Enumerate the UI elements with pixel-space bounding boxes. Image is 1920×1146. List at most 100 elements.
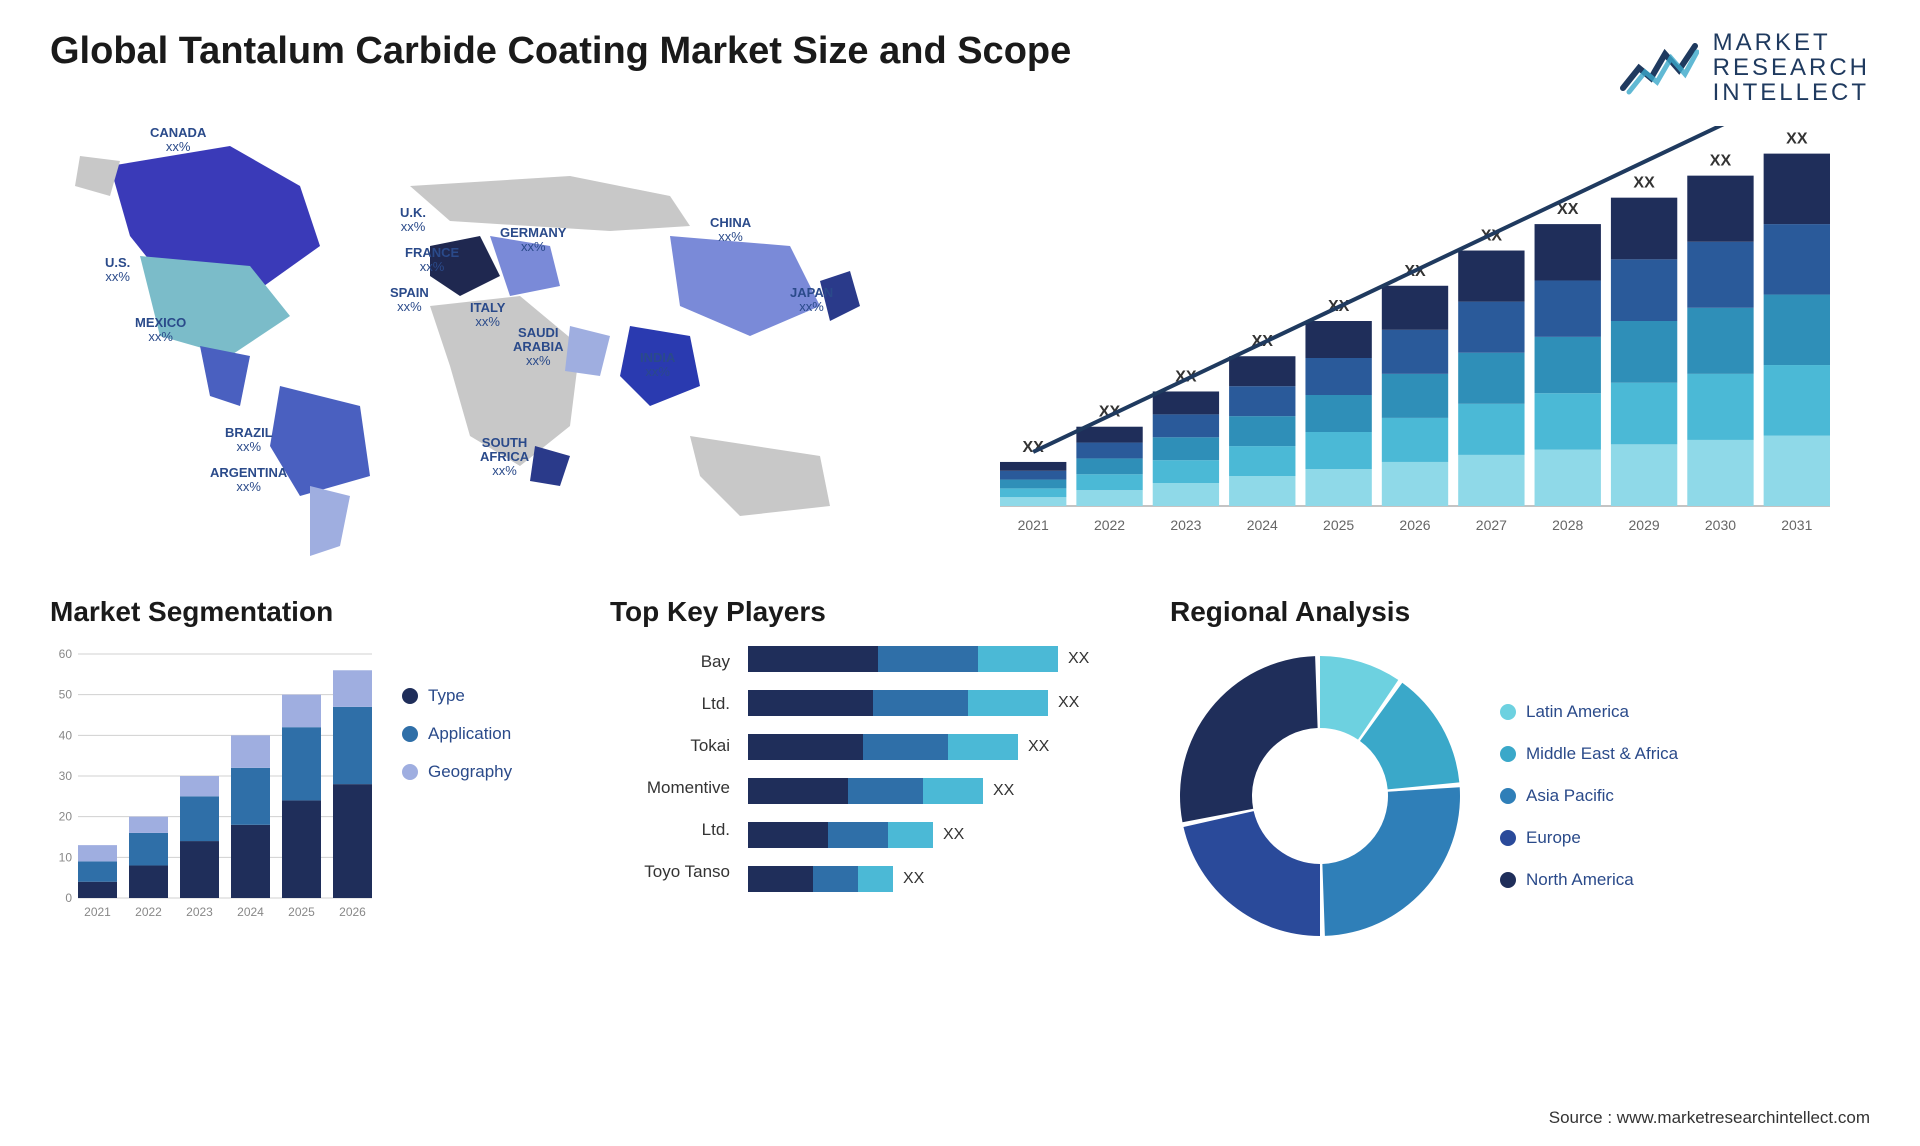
map-country: ITALY <box>470 300 505 315</box>
player-bar-seg <box>748 646 878 672</box>
legend-item: Latin America <box>1500 702 1678 722</box>
player-bar-row: XX <box>748 866 1130 892</box>
svg-text:2024: 2024 <box>1247 517 1278 533</box>
svg-text:XX: XX <box>1633 174 1655 191</box>
player-value: XX <box>943 826 964 844</box>
source-label: Source : www.marketresearchintellect.com <box>1549 1108 1870 1128</box>
world-map: CANADAxx%U.S.xx%MEXICOxx%BRAZILxx%ARGENT… <box>50 126 930 556</box>
map-pct: xx% <box>513 354 564 368</box>
logo-l2: RESEARCH <box>1713 55 1870 80</box>
map-label: MEXICOxx% <box>135 316 186 345</box>
player-bar-seg <box>828 822 888 848</box>
svg-text:40: 40 <box>59 728 73 742</box>
player-bar-row: XX <box>748 778 1130 804</box>
map-label: ITALYxx% <box>470 301 505 330</box>
player-bar-seg <box>873 690 968 716</box>
players-panel: Top Key Players BayLtd.TokaiMomentiveLtd… <box>610 596 1130 946</box>
player-bar-row: XX <box>748 822 1130 848</box>
map-pct: xx% <box>790 300 833 314</box>
map-pct: xx% <box>400 220 426 234</box>
legend-label: North America <box>1526 870 1634 890</box>
player-bar-row: XX <box>748 734 1130 760</box>
map-pct: xx% <box>640 365 675 379</box>
svg-text:30: 30 <box>59 769 73 783</box>
map-country: MEXICO <box>135 315 186 330</box>
map-country: ARGENTINA <box>210 465 287 480</box>
svg-text:2025: 2025 <box>1323 517 1354 533</box>
player-bar-row: XX <box>748 690 1130 716</box>
player-bar <box>748 866 893 892</box>
svg-text:2028: 2028 <box>1552 517 1583 533</box>
map-country: CHINA <box>710 215 751 230</box>
player-bar <box>748 822 933 848</box>
growth-chart: XX2021XX2022XX2023XX2024XX2025XX2026XX20… <box>990 126 1870 556</box>
legend-item: Asia Pacific <box>1500 786 1678 806</box>
map-label: U.K.xx% <box>400 206 426 235</box>
map-pct: xx% <box>150 140 206 154</box>
map-pct: xx% <box>405 260 459 274</box>
svg-text:20: 20 <box>59 809 73 823</box>
page-title: Global Tantalum Carbide Coating Market S… <box>50 30 1071 73</box>
player-value: XX <box>1068 650 1089 668</box>
regional-donut <box>1170 646 1470 946</box>
svg-text:2025: 2025 <box>288 905 315 919</box>
svg-text:2023: 2023 <box>1170 517 1201 533</box>
player-bar-seg <box>948 734 1018 760</box>
map-pct: xx% <box>500 240 566 254</box>
svg-text:XX: XX <box>1710 152 1732 169</box>
legend-label: Middle East & Africa <box>1526 744 1678 764</box>
player-bar-seg <box>848 778 923 804</box>
regional-title: Regional Analysis <box>1170 596 1870 628</box>
player-bar <box>748 734 1018 760</box>
player-bar-row: XX <box>748 646 1130 672</box>
map-pct: xx% <box>480 464 529 478</box>
player-label: Momentive <box>647 778 730 800</box>
legend-dot-icon <box>1500 872 1516 888</box>
svg-text:2027: 2027 <box>1476 517 1507 533</box>
segmentation-panel: Market Segmentation 01020304050602021202… <box>50 596 570 946</box>
player-bar-seg <box>748 690 873 716</box>
map-label: ARGENTINAxx% <box>210 466 287 495</box>
regional-panel: Regional Analysis Latin America Middle Ea… <box>1170 596 1870 946</box>
segmentation-legend: TypeApplicationGeography <box>402 646 512 926</box>
svg-text:2024: 2024 <box>237 905 264 919</box>
players-labels: BayLtd.TokaiMomentiveLtd.Toyo Tanso <box>610 646 730 892</box>
player-bar <box>748 646 1058 672</box>
legend-item: Geography <box>402 762 512 782</box>
player-label: Ltd. <box>702 820 730 842</box>
svg-text:2029: 2029 <box>1629 517 1660 533</box>
player-bar-seg <box>878 646 978 672</box>
svg-text:2026: 2026 <box>339 905 366 919</box>
player-bar-seg <box>978 646 1058 672</box>
map-country: BRAZIL <box>225 425 273 440</box>
map-label: U.S.xx% <box>105 256 130 285</box>
map-country: GERMANY <box>500 225 566 240</box>
legend-dot-icon <box>402 764 418 780</box>
logo-text: MARKET RESEARCH INTELLECT <box>1713 30 1870 106</box>
map-pct: xx% <box>135 330 186 344</box>
player-bar-seg <box>813 866 858 892</box>
player-bar-seg <box>858 866 893 892</box>
player-bar-seg <box>748 822 828 848</box>
legend-label: Application <box>428 724 511 744</box>
map-label: SOUTHAFRICAxx% <box>480 436 529 479</box>
brand-logo: MARKET RESEARCH INTELLECT <box>1619 30 1870 106</box>
player-value: XX <box>1058 694 1079 712</box>
legend-label: Asia Pacific <box>1526 786 1614 806</box>
legend-dot-icon <box>402 688 418 704</box>
svg-text:2023: 2023 <box>186 905 213 919</box>
legend-item: Middle East & Africa <box>1500 744 1678 764</box>
player-label: Bay <box>701 652 730 674</box>
legend-item: Application <box>402 724 512 744</box>
legend-label: Geography <box>428 762 512 782</box>
svg-text:2022: 2022 <box>1094 517 1125 533</box>
map-pct: xx% <box>225 440 273 454</box>
svg-text:50: 50 <box>59 687 73 701</box>
map-label: INDIAxx% <box>640 351 675 380</box>
legend-item: North America <box>1500 870 1678 890</box>
map-pct: xx% <box>105 270 130 284</box>
map-country: INDIA <box>640 350 675 365</box>
player-label: Toyo Tanso <box>644 862 730 884</box>
svg-text:2022: 2022 <box>135 905 162 919</box>
player-bar-seg <box>923 778 983 804</box>
